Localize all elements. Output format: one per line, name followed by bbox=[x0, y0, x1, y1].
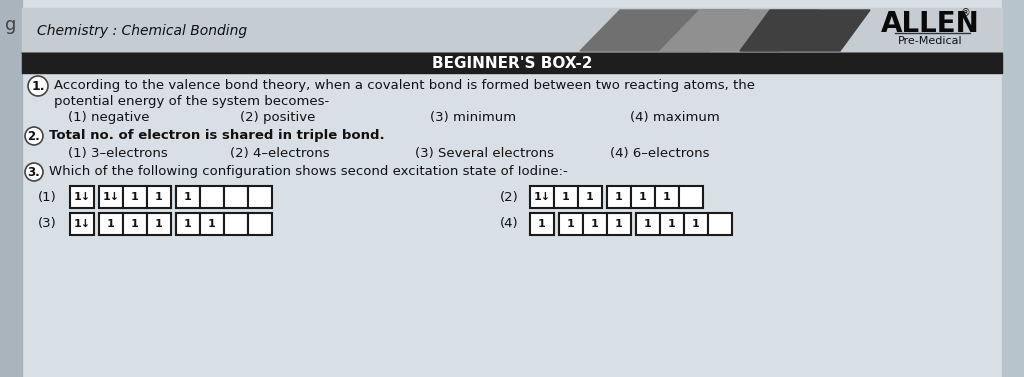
Text: 1↓: 1↓ bbox=[74, 219, 90, 229]
Text: (3): (3) bbox=[38, 218, 56, 230]
Bar bbox=[123, 186, 147, 208]
Bar bbox=[224, 186, 248, 208]
Bar bbox=[123, 213, 147, 235]
Text: 1↓: 1↓ bbox=[534, 192, 551, 202]
Text: According to the valence bond theory, when a covalent bond is formed between two: According to the valence bond theory, wh… bbox=[54, 80, 755, 92]
Text: 1: 1 bbox=[692, 219, 699, 229]
Bar bbox=[530, 186, 554, 208]
Bar bbox=[0, 0, 22, 377]
Text: 1: 1 bbox=[539, 219, 546, 229]
Text: 1: 1 bbox=[586, 192, 594, 202]
Bar bbox=[679, 186, 703, 208]
Text: 1↓: 1↓ bbox=[74, 192, 90, 202]
Bar bbox=[70, 213, 94, 235]
Text: 1: 1 bbox=[155, 192, 163, 202]
Text: Total no. of electron is shared in triple bond.: Total no. of electron is shared in tripl… bbox=[49, 130, 385, 143]
Text: 1: 1 bbox=[562, 192, 570, 202]
Text: (4): (4) bbox=[500, 218, 518, 230]
Bar bbox=[248, 213, 272, 235]
Text: Which of the following configuration shows second excitation state of Iodine:-: Which of the following configuration sho… bbox=[49, 166, 567, 178]
Text: 1: 1 bbox=[184, 192, 191, 202]
Bar bbox=[200, 186, 224, 208]
Text: potential energy of the system becomes-: potential energy of the system becomes- bbox=[54, 95, 330, 109]
Bar bbox=[99, 186, 123, 208]
Polygon shape bbox=[660, 10, 820, 51]
Text: (1) negative: (1) negative bbox=[68, 112, 150, 124]
Text: (2) 4–electrons: (2) 4–electrons bbox=[230, 147, 330, 161]
Bar bbox=[578, 186, 602, 208]
Text: (1) 3–electrons: (1) 3–electrons bbox=[68, 147, 168, 161]
Text: 1: 1 bbox=[664, 192, 671, 202]
Bar bbox=[176, 186, 200, 208]
Text: 2.: 2. bbox=[28, 130, 40, 143]
Bar bbox=[248, 186, 272, 208]
Bar bbox=[176, 213, 200, 235]
Text: 1: 1 bbox=[668, 219, 676, 229]
Bar bbox=[583, 213, 607, 235]
Circle shape bbox=[25, 163, 43, 181]
Bar bbox=[684, 213, 708, 235]
Text: 1.: 1. bbox=[32, 80, 45, 92]
Text: (3) minimum: (3) minimum bbox=[430, 112, 516, 124]
Text: 1: 1 bbox=[208, 219, 216, 229]
Text: (4) maximum: (4) maximum bbox=[630, 112, 720, 124]
Text: Chemistry : Chemical Bonding: Chemistry : Chemical Bonding bbox=[37, 23, 247, 37]
Text: (1): (1) bbox=[38, 190, 56, 204]
Bar bbox=[22, 53, 1002, 73]
Text: 1: 1 bbox=[639, 192, 647, 202]
Bar bbox=[607, 213, 631, 235]
Text: (4) 6–electrons: (4) 6–electrons bbox=[610, 147, 710, 161]
Bar bbox=[99, 213, 123, 235]
Circle shape bbox=[28, 76, 48, 96]
Text: (3) Several electrons: (3) Several electrons bbox=[415, 147, 554, 161]
Bar bbox=[559, 213, 583, 235]
Text: 1: 1 bbox=[131, 219, 139, 229]
Bar bbox=[554, 186, 578, 208]
Text: 3.: 3. bbox=[28, 166, 40, 178]
Bar bbox=[22, 8, 1002, 53]
Text: ®: ® bbox=[962, 8, 971, 18]
Bar bbox=[200, 213, 224, 235]
Bar bbox=[708, 213, 732, 235]
Circle shape bbox=[25, 127, 43, 145]
Text: 1: 1 bbox=[131, 192, 139, 202]
Text: g: g bbox=[5, 16, 16, 34]
Text: 1: 1 bbox=[567, 219, 574, 229]
Bar bbox=[655, 186, 679, 208]
Bar bbox=[1002, 0, 1024, 377]
Bar bbox=[147, 186, 171, 208]
Text: 1: 1 bbox=[155, 219, 163, 229]
Text: 1: 1 bbox=[591, 219, 599, 229]
Bar bbox=[147, 213, 171, 235]
Bar bbox=[70, 186, 94, 208]
Polygon shape bbox=[740, 10, 870, 51]
Text: 1↓: 1↓ bbox=[102, 192, 120, 202]
Text: 1: 1 bbox=[184, 219, 191, 229]
Text: ALLEN: ALLEN bbox=[881, 11, 979, 38]
Text: 1: 1 bbox=[615, 192, 623, 202]
Text: 1: 1 bbox=[108, 219, 115, 229]
Text: (2) positive: (2) positive bbox=[240, 112, 315, 124]
Text: 1: 1 bbox=[615, 219, 623, 229]
Bar bbox=[607, 186, 631, 208]
Bar bbox=[530, 213, 554, 235]
Bar bbox=[224, 213, 248, 235]
Polygon shape bbox=[580, 10, 750, 51]
Text: Pre-Medical: Pre-Medical bbox=[898, 37, 963, 46]
Text: (2): (2) bbox=[500, 190, 519, 204]
Bar bbox=[660, 213, 684, 235]
Text: 1: 1 bbox=[644, 219, 652, 229]
Bar bbox=[631, 186, 655, 208]
Text: BEGINNER'S BOX-2: BEGINNER'S BOX-2 bbox=[432, 55, 592, 70]
Bar bbox=[636, 213, 660, 235]
